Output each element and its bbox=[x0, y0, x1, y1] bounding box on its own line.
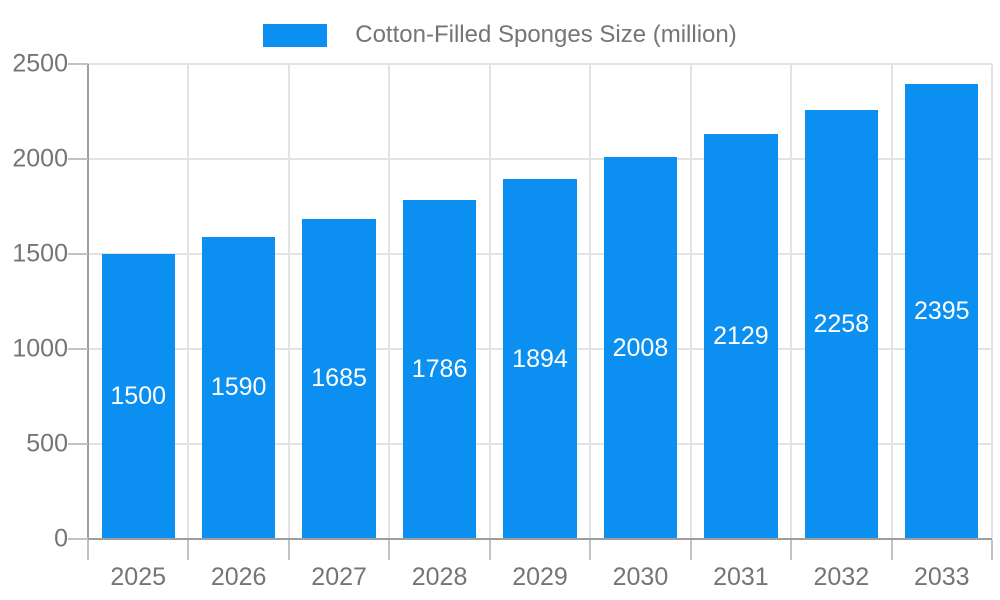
x-tick-label: 2028 bbox=[411, 563, 468, 591]
x-axis-line bbox=[88, 538, 992, 540]
x-axis-tick bbox=[388, 540, 391, 560]
y-tick-label: 1000 bbox=[12, 334, 68, 363]
bar-value-label: 2008 bbox=[612, 333, 669, 362]
y-axis-tick bbox=[68, 443, 88, 445]
x-axis-tick bbox=[287, 540, 290, 560]
x-axis-tick bbox=[991, 540, 993, 560]
gridline-vertical bbox=[287, 64, 290, 539]
x-tick-label: 2026 bbox=[210, 563, 267, 591]
bar-2028[interactable]: 1786 bbox=[402, 199, 477, 539]
gridline-vertical bbox=[991, 64, 993, 539]
x-axis-tick bbox=[890, 540, 893, 560]
bar-value-label: 2129 bbox=[713, 322, 769, 351]
bar-value-label: 2258 bbox=[813, 309, 870, 338]
gridline-vertical bbox=[790, 64, 793, 539]
bar-value-label: 1786 bbox=[411, 354, 468, 383]
x-tick-label: 2030 bbox=[612, 563, 669, 591]
bar-2031[interactable]: 2129 bbox=[704, 134, 778, 539]
x-tick-label: 2033 bbox=[913, 563, 970, 591]
legend: Cotton-Filled Sponges Size (million) bbox=[0, 21, 1000, 49]
bar-2032[interactable]: 2258 bbox=[804, 109, 878, 539]
bar-value-label: 1685 bbox=[311, 364, 367, 393]
x-axis-tick bbox=[689, 540, 692, 560]
gridline-vertical bbox=[388, 64, 391, 539]
bar-2033[interactable]: 2395 bbox=[905, 83, 979, 539]
bar-value-label: 2395 bbox=[913, 296, 970, 325]
bar-2030[interactable]: 2008 bbox=[603, 157, 678, 539]
gridline-vertical bbox=[589, 64, 592, 539]
x-axis-tick bbox=[790, 540, 793, 560]
x-tick-label: 2027 bbox=[311, 563, 367, 591]
x-tick-label: 2029 bbox=[512, 563, 568, 591]
x-tick-label: 2032 bbox=[813, 563, 870, 591]
bar-2029[interactable]: 1894 bbox=[503, 179, 577, 539]
bar-2025[interactable]: 1500 bbox=[101, 254, 175, 539]
x-axis-tick bbox=[87, 540, 89, 560]
gridline-vertical bbox=[890, 64, 893, 539]
gridline-vertical bbox=[689, 64, 692, 539]
y-axis-tick bbox=[68, 538, 88, 540]
y-tick-label: 0 bbox=[54, 524, 68, 553]
gridline-vertical bbox=[187, 64, 190, 539]
x-axis-tick bbox=[488, 540, 491, 560]
x-tick-label: 2031 bbox=[713, 563, 769, 591]
bar-value-label: 1590 bbox=[210, 373, 267, 402]
legend-series-label[interactable]: Cotton-Filled Sponges Size (million) bbox=[355, 21, 737, 48]
bar-value-label: 1894 bbox=[512, 344, 568, 373]
y-axis-tick bbox=[68, 63, 88, 65]
y-tick-label: 2000 bbox=[12, 144, 68, 173]
bar-value-label: 1500 bbox=[110, 382, 167, 410]
bar-2026[interactable]: 1590 bbox=[202, 236, 276, 539]
gridline-vertical bbox=[488, 64, 491, 539]
y-tick-label: 500 bbox=[26, 429, 68, 458]
y-axis-tick bbox=[68, 158, 88, 160]
x-tick-label: 2025 bbox=[110, 563, 167, 591]
bar-2027[interactable]: 1685 bbox=[302, 218, 376, 539]
y-axis-line bbox=[87, 64, 89, 539]
y-tick-label: 1500 bbox=[12, 239, 68, 268]
x-axis-tick bbox=[589, 540, 592, 560]
legend-swatch[interactable] bbox=[263, 23, 328, 47]
gridline-horizontal bbox=[88, 158, 992, 160]
y-axis-tick bbox=[68, 253, 88, 255]
gridline-horizontal bbox=[88, 63, 992, 65]
y-axis-tick bbox=[68, 348, 88, 350]
x-axis-tick bbox=[187, 540, 190, 560]
y-tick-label: 2500 bbox=[12, 49, 68, 78]
